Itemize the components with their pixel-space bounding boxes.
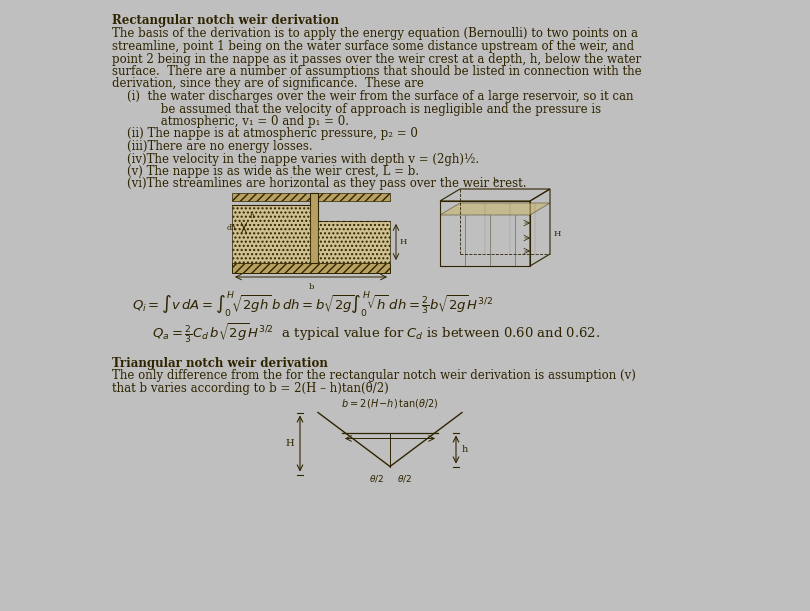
Text: $Q_a = \frac{2}{3}C_d\,b\sqrt{2g}H^{3/2}$  a typical value for $C_d$ is between : $Q_a = \frac{2}{3}C_d\,b\sqrt{2g}H^{3/2}… [152, 321, 600, 345]
Text: dh: dh [226, 224, 236, 232]
Text: atmospheric, v₁ = 0 and p₁ = 0.: atmospheric, v₁ = 0 and p₁ = 0. [112, 115, 349, 128]
Text: (ii) The nappe is at atmospheric pressure, p₂ = 0: (ii) The nappe is at atmospheric pressur… [112, 128, 418, 141]
Text: Rectangular notch weir derivation: Rectangular notch weir derivation [112, 14, 339, 27]
Text: (vi)The streamlines are horizontal as they pass over the weir crest.: (vi)The streamlines are horizontal as th… [112, 178, 526, 191]
Polygon shape [232, 263, 390, 273]
Text: be assumed that the velocity of approach is negligible and the pressure is: be assumed that the velocity of approach… [112, 103, 601, 115]
Text: H: H [285, 439, 294, 448]
Text: derivation, since they are of significance.  These are: derivation, since they are of significan… [112, 78, 424, 90]
Text: The only difference from the for the rectangular notch weir derivation is assump: The only difference from the for the rec… [112, 370, 636, 382]
Text: point 2 being in the nappe as it passes over the weir crest at a depth, h, below: point 2 being in the nappe as it passes … [112, 53, 642, 65]
Polygon shape [440, 203, 550, 215]
Text: $Q_i = \int v\,dA = \int_0^H \!\sqrt{2gh}\,b\,dh = b\sqrt{2g}\!\int_0^H \!\sqrt{: $Q_i = \int v\,dA = \int_0^H \!\sqrt{2gh… [132, 289, 493, 319]
Text: $\theta/2$: $\theta/2$ [397, 474, 411, 485]
Text: (v) The nappe is as wide as the weir crest, L = b.: (v) The nappe is as wide as the weir cre… [112, 165, 419, 178]
Text: h: h [462, 445, 468, 454]
Polygon shape [318, 193, 390, 201]
Text: b: b [492, 177, 497, 185]
Polygon shape [232, 205, 310, 263]
Polygon shape [310, 193, 318, 263]
Text: Triangular notch weir derivation: Triangular notch weir derivation [112, 357, 328, 370]
Text: that b varies according to b = 2(H – h)tan(θ/2): that b varies according to b = 2(H – h)t… [112, 382, 389, 395]
Polygon shape [318, 221, 390, 263]
Text: H: H [400, 238, 407, 246]
Text: h: h [250, 213, 255, 221]
Text: surface.  There are a number of assumptions that should be listed in connection : surface. There are a number of assumptio… [112, 65, 642, 78]
Text: The basis of the derivation is to apply the energy equation (Bernoulli) to two p: The basis of the derivation is to apply … [112, 27, 638, 40]
Text: b: b [309, 283, 313, 291]
Text: (iv)The velocity in the nappe varies with depth v = (2gh)½.: (iv)The velocity in the nappe varies wit… [112, 153, 480, 166]
Polygon shape [232, 193, 310, 201]
Text: H: H [554, 230, 561, 238]
Text: (iii)There are no energy losses.: (iii)There are no energy losses. [112, 140, 313, 153]
Text: $\theta/2$: $\theta/2$ [369, 474, 383, 485]
Text: $b = 2\,(H\!-\!h)\,\tan(\theta/2)$: $b = 2\,(H\!-\!h)\,\tan(\theta/2)$ [341, 397, 438, 409]
Text: (i)  the water discharges over the weir from the surface of a large reservoir, s: (i) the water discharges over the weir f… [112, 90, 633, 103]
Text: streamline, point 1 being on the water surface some distance upstream of the wei: streamline, point 1 being on the water s… [112, 40, 634, 53]
